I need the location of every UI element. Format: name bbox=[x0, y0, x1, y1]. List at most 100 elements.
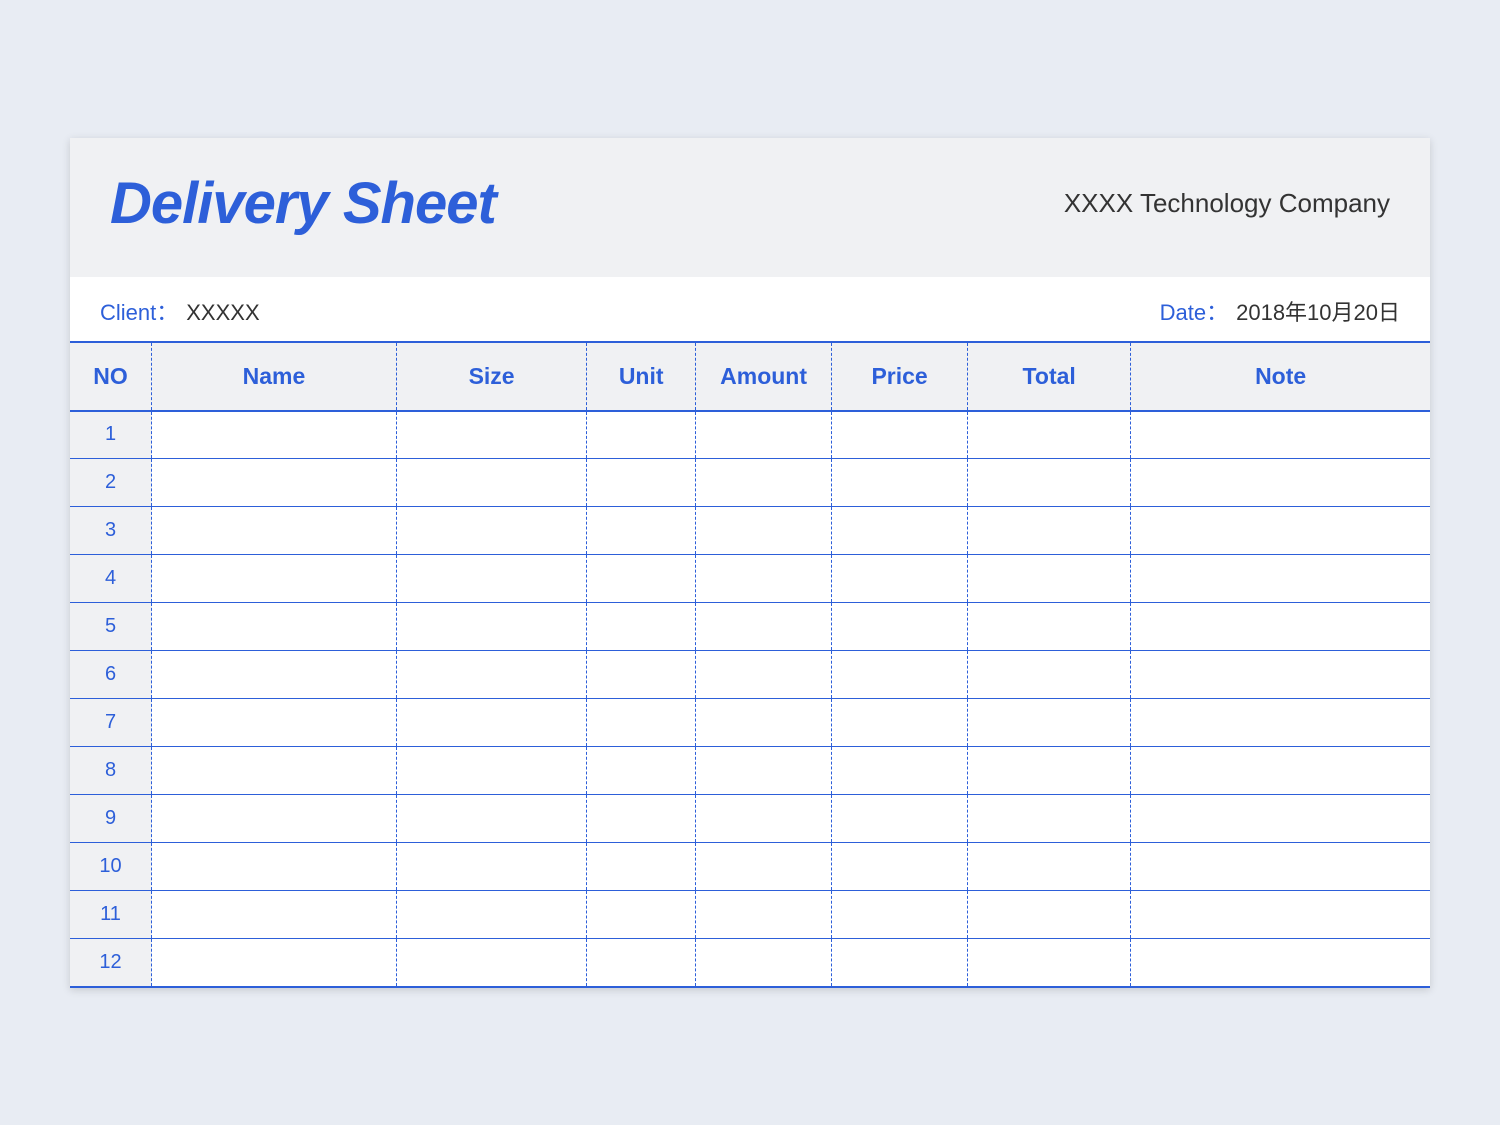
cell-total bbox=[968, 843, 1131, 891]
table-row: 11 bbox=[70, 891, 1430, 939]
cell-note bbox=[1131, 747, 1430, 795]
cell-unit bbox=[587, 651, 696, 699]
cell-price bbox=[832, 459, 968, 507]
cell-name bbox=[152, 459, 397, 507]
cell-no: 3 bbox=[70, 507, 152, 555]
cell-amount bbox=[696, 795, 832, 843]
cell-name bbox=[152, 651, 397, 699]
cell-name bbox=[152, 411, 397, 459]
col-header-amount: Amount bbox=[696, 342, 832, 411]
cell-price bbox=[832, 939, 968, 987]
table-row: 8 bbox=[70, 747, 1430, 795]
table-row: 10 bbox=[70, 843, 1430, 891]
cell-name bbox=[152, 699, 397, 747]
cell-total bbox=[968, 411, 1131, 459]
cell-total bbox=[968, 699, 1131, 747]
cell-no: 8 bbox=[70, 747, 152, 795]
col-header-size: Size bbox=[396, 342, 586, 411]
cell-price bbox=[832, 603, 968, 651]
cell-note bbox=[1131, 603, 1430, 651]
cell-price bbox=[832, 555, 968, 603]
cell-note bbox=[1131, 507, 1430, 555]
cell-amount bbox=[696, 891, 832, 939]
cell-total bbox=[968, 555, 1131, 603]
cell-amount bbox=[696, 411, 832, 459]
cell-size bbox=[396, 795, 586, 843]
cell-unit bbox=[587, 459, 696, 507]
cell-unit bbox=[587, 939, 696, 987]
cell-price bbox=[832, 651, 968, 699]
cell-price bbox=[832, 747, 968, 795]
cell-note bbox=[1131, 939, 1430, 987]
cell-unit bbox=[587, 411, 696, 459]
cell-price bbox=[832, 699, 968, 747]
cell-unit bbox=[587, 603, 696, 651]
header-band: Delivery Sheet XXXX Technology Company bbox=[70, 138, 1430, 277]
date-info: Date： 2018年10月20日 bbox=[1160, 295, 1400, 327]
info-row: Client： XXXXX Date： 2018年10月20日 bbox=[70, 277, 1430, 341]
cell-note bbox=[1131, 795, 1430, 843]
cell-note bbox=[1131, 651, 1430, 699]
cell-no: 2 bbox=[70, 459, 152, 507]
cell-unit bbox=[587, 795, 696, 843]
cell-unit bbox=[587, 507, 696, 555]
cell-no: 9 bbox=[70, 795, 152, 843]
cell-amount bbox=[696, 507, 832, 555]
cell-size bbox=[396, 939, 586, 987]
cell-name bbox=[152, 555, 397, 603]
cell-name bbox=[152, 747, 397, 795]
table-body: 123456789101112 bbox=[70, 411, 1430, 987]
cell-price bbox=[832, 507, 968, 555]
cell-size bbox=[396, 603, 586, 651]
cell-total bbox=[968, 939, 1131, 987]
col-header-price: Price bbox=[832, 342, 968, 411]
cell-price bbox=[832, 843, 968, 891]
cell-note bbox=[1131, 891, 1430, 939]
cell-size bbox=[396, 699, 586, 747]
cell-unit bbox=[587, 843, 696, 891]
col-header-unit: Unit bbox=[587, 342, 696, 411]
cell-no: 6 bbox=[70, 651, 152, 699]
company-name: XXXX Technology Company bbox=[1064, 188, 1390, 219]
cell-unit bbox=[587, 699, 696, 747]
cell-amount bbox=[696, 651, 832, 699]
cell-price bbox=[832, 411, 968, 459]
cell-note bbox=[1131, 555, 1430, 603]
table-row: 9 bbox=[70, 795, 1430, 843]
table-row: 4 bbox=[70, 555, 1430, 603]
cell-size bbox=[396, 507, 586, 555]
cell-price bbox=[832, 795, 968, 843]
cell-no: 12 bbox=[70, 939, 152, 987]
cell-no: 4 bbox=[70, 555, 152, 603]
table-row: 6 bbox=[70, 651, 1430, 699]
cell-amount bbox=[696, 459, 832, 507]
cell-name bbox=[152, 843, 397, 891]
table-row: 1 bbox=[70, 411, 1430, 459]
cell-total bbox=[968, 747, 1131, 795]
cell-total bbox=[968, 795, 1131, 843]
client-value: XXXXX bbox=[186, 300, 259, 326]
cell-no: 10 bbox=[70, 843, 152, 891]
table-row: 12 bbox=[70, 939, 1430, 987]
cell-size bbox=[396, 459, 586, 507]
cell-unit bbox=[587, 747, 696, 795]
sheet-title: Delivery Sheet bbox=[110, 170, 496, 237]
cell-total bbox=[968, 651, 1131, 699]
cell-name bbox=[152, 603, 397, 651]
cell-size bbox=[396, 555, 586, 603]
client-info: Client： XXXXX bbox=[100, 295, 260, 327]
cell-note bbox=[1131, 843, 1430, 891]
cell-amount bbox=[696, 603, 832, 651]
date-label: Date： bbox=[1160, 295, 1228, 327]
cell-no: 1 bbox=[70, 411, 152, 459]
cell-amount bbox=[696, 555, 832, 603]
cell-total bbox=[968, 459, 1131, 507]
cell-size bbox=[396, 843, 586, 891]
cell-amount bbox=[696, 747, 832, 795]
cell-note bbox=[1131, 459, 1430, 507]
col-header-name: Name bbox=[152, 342, 397, 411]
cell-name bbox=[152, 891, 397, 939]
cell-note bbox=[1131, 699, 1430, 747]
cell-amount bbox=[696, 699, 832, 747]
cell-no: 11 bbox=[70, 891, 152, 939]
